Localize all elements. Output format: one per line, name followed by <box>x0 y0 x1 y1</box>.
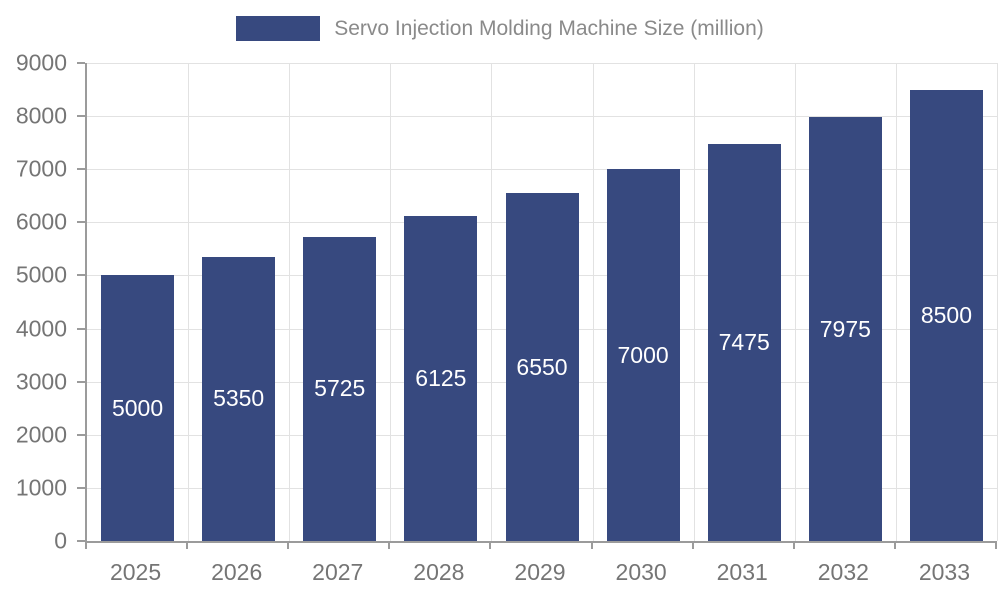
gridline-vertical <box>895 63 897 541</box>
bar-2030: 7000 <box>606 169 680 541</box>
x-tick-mark <box>186 543 189 549</box>
plot-area: 5000 5350 5725 6125 6550 7000 7475 7975 8500 <box>85 63 998 543</box>
bar-value-label: 7000 <box>617 341 669 368</box>
x-tick-mark <box>691 543 694 549</box>
bar-value-label: 6550 <box>516 353 568 380</box>
bar-2025: 5000 <box>101 275 175 541</box>
x-tick-label: 2031 <box>716 559 768 585</box>
bar-value-label: 5000 <box>111 394 164 421</box>
bar-2026: 5350 <box>202 256 276 541</box>
y-tick-label: 7000 <box>15 155 67 182</box>
gridline-vertical <box>997 63 998 541</box>
x-tick-label: 2030 <box>615 559 667 585</box>
gridline-vertical <box>491 63 493 541</box>
legend-swatch <box>236 16 321 41</box>
x-tick-mark <box>489 543 492 549</box>
legend-label: Servo Injection Molding Machine Size (mi… <box>334 16 764 40</box>
x-tick-mark <box>995 543 997 549</box>
y-tick-label: 9000 <box>15 49 67 76</box>
y-tick-label: 6000 <box>15 208 67 235</box>
legend-item[interactable]: Servo Injection Molding Machine Size (mi… <box>0 16 1000 41</box>
bar-2027: 5725 <box>303 236 377 541</box>
x-tick-mark <box>287 543 290 549</box>
gridline-horizontal <box>87 169 997 171</box>
gridline-vertical <box>693 63 695 541</box>
y-tick-mark <box>77 62 85 64</box>
bar-value-label: 8500 <box>920 301 973 328</box>
bar-2032: 7975 <box>808 117 882 541</box>
x-tick-label: 2027 <box>312 559 364 585</box>
x-tick-mark <box>893 543 896 549</box>
y-tick-mark <box>77 115 85 118</box>
y-tick-label: 3000 <box>15 368 67 395</box>
gridline-vertical <box>289 63 291 541</box>
y-tick-mark <box>77 380 85 383</box>
x-tick-label: 2025 <box>109 559 162 585</box>
y-tick-mark <box>77 274 85 277</box>
gridline-vertical <box>794 63 796 541</box>
x-tick-label: 2032 <box>817 559 869 585</box>
x-tick-mark <box>85 543 87 549</box>
bar-2028: 6125 <box>404 215 478 541</box>
y-tick-label: 5000 <box>15 261 67 288</box>
y-tick-label: 1000 <box>15 474 67 501</box>
x-tick-label: 2029 <box>514 559 566 585</box>
x-tick-label: 2028 <box>413 559 465 585</box>
y-tick-mark <box>77 540 85 542</box>
x-tick-mark <box>792 543 795 549</box>
x-tick-mark <box>590 543 593 549</box>
x-tick-label: 2026 <box>211 559 263 585</box>
gridline-horizontal <box>87 63 997 64</box>
x-tick-label: 2033 <box>918 559 971 585</box>
bar-2031: 7475 <box>707 144 781 541</box>
bar-2033: 8500 <box>909 89 983 541</box>
y-tick-mark <box>77 327 85 330</box>
x-tick-mark <box>388 543 391 549</box>
gridline-vertical <box>188 63 190 541</box>
gridline-vertical <box>390 63 392 541</box>
y-tick-mark <box>77 168 85 171</box>
y-tick-label: 4000 <box>15 315 67 342</box>
y-tick-label: 2000 <box>15 421 67 448</box>
bar-2029: 6550 <box>505 193 579 541</box>
gridline-vertical <box>592 63 594 541</box>
y-tick-mark <box>77 486 85 489</box>
bar-value-label: 7975 <box>819 315 871 342</box>
bar-value-label: 7475 <box>718 329 770 355</box>
y-tick-label: 8000 <box>15 102 67 129</box>
bar-value-label: 5350 <box>213 385 265 412</box>
bar-value-label: 5725 <box>314 375 366 402</box>
y-tick-label: 0 <box>54 527 67 554</box>
y-tick-mark <box>77 221 85 224</box>
bar-value-label: 6125 <box>415 364 467 391</box>
y-tick-mark <box>77 433 85 436</box>
gridline-horizontal <box>87 116 997 118</box>
